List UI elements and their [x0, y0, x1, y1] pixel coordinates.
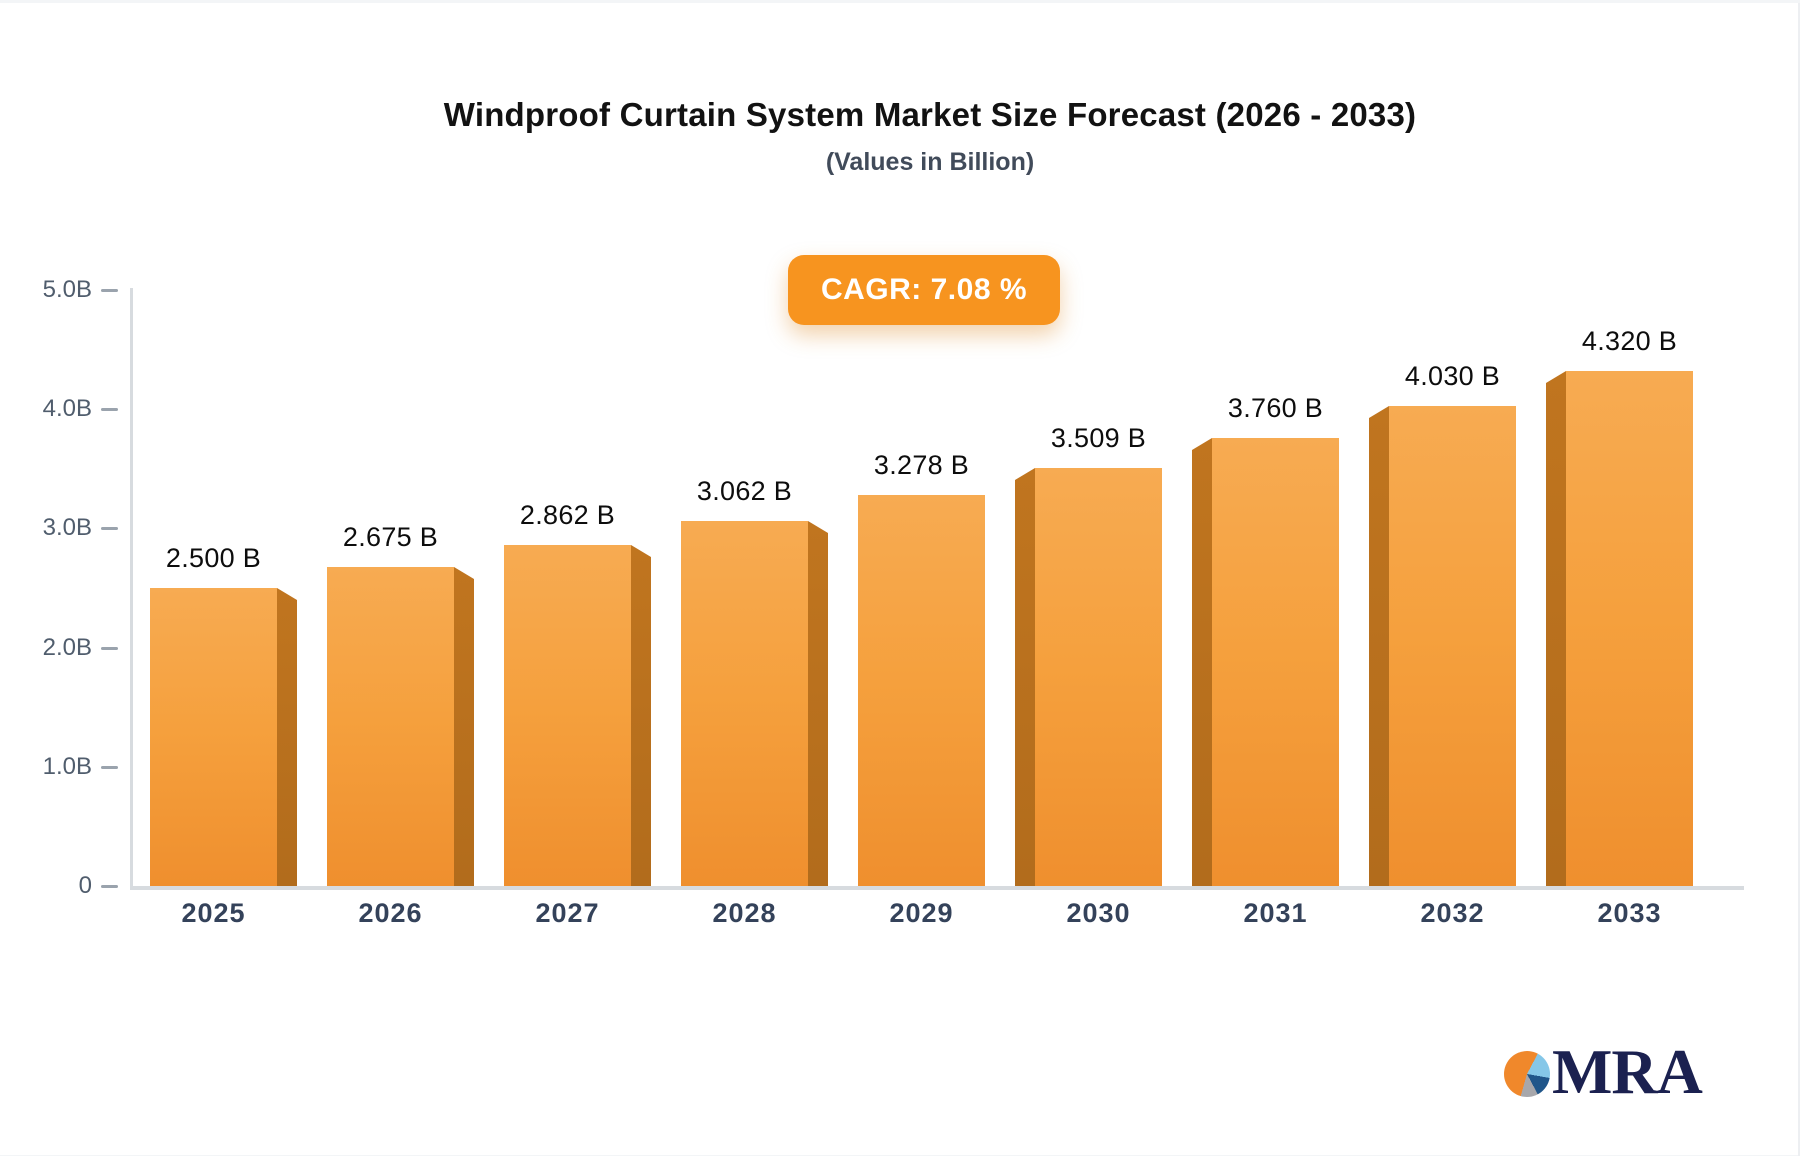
y-tick-label-5.0B: 5.0B — [42, 276, 92, 303]
bar-2025 — [150, 588, 297, 886]
y-tick-1.0B — [101, 765, 118, 769]
bar-2032 — [1369, 406, 1516, 886]
bar-value-label-2025: 2.500 B — [165, 543, 262, 573]
cagr-badge-label: CAGR: 7.08 % — [820, 273, 1028, 306]
bar-value-label-2026: 2.675 B — [342, 522, 439, 552]
bar-side-face — [808, 521, 828, 886]
chart-title: Windproof Curtain System Market Size For… — [443, 96, 1417, 133]
y-tick-4.0B — [101, 408, 118, 412]
bar-value-label-2032: 4.030 B — [1404, 361, 1501, 391]
bar-side-face — [1369, 406, 1389, 886]
bar-front-face — [1389, 406, 1516, 886]
bar-2026 — [327, 567, 474, 886]
bar-2029 — [858, 495, 985, 886]
y-tick-label-4.0B: 4.0B — [42, 395, 92, 423]
x-axis-line — [130, 886, 1744, 890]
cagr-badge: CAGR: 7.08 % — [788, 255, 1060, 325]
bar-value-label-2028: 3.062 B — [696, 476, 793, 506]
bar-2027 — [504, 545, 651, 886]
y-tick-0 — [101, 885, 118, 888]
bar-side-face — [454, 567, 474, 886]
x-axis-label-2025: 2025 — [181, 898, 246, 928]
bar-side-face — [1192, 438, 1212, 886]
y-tick-2.0B — [101, 646, 118, 650]
bar-side-face — [1546, 371, 1566, 886]
bar-side-face — [1015, 468, 1035, 886]
y-tick-3.0B — [101, 527, 118, 531]
x-axis-label-2027: 2027 — [535, 898, 600, 928]
chart-subtitle: (Values in Billion) — [825, 148, 1035, 176]
mra-logo: MRA — [1504, 1036, 1703, 1107]
y-axis-line — [130, 288, 133, 889]
bar-2033 — [1546, 371, 1693, 886]
bar-front-face — [1035, 468, 1162, 886]
bar-front-face — [327, 567, 454, 886]
bar-2030 — [1015, 468, 1162, 886]
x-axis-label-2033: 2033 — [1597, 898, 1662, 928]
x-axis-label-2029: 2029 — [889, 898, 954, 928]
bar-side-face — [631, 545, 651, 886]
bar-value-label-2029: 3.278 B — [873, 450, 970, 480]
x-axis-label-2028: 2028 — [712, 898, 777, 928]
mra-logo-text: MRA — [1552, 1036, 1703, 1107]
y-tick-5.0B — [101, 289, 118, 292]
bar-2031 — [1192, 438, 1339, 886]
y-tick-label-2.0B: 2.0B — [42, 633, 92, 661]
bar-front-face — [858, 495, 985, 886]
x-axis-label-2026: 2026 — [358, 898, 423, 928]
bar-value-label-2031: 3.760 B — [1227, 393, 1324, 423]
bar-value-label-2033: 4.320 B — [1581, 326, 1678, 356]
bar-value-label-2027: 2.862 B — [519, 500, 616, 530]
bar-front-face — [681, 521, 808, 886]
bar-front-face — [504, 545, 631, 886]
bar-front-face — [1212, 438, 1339, 886]
x-axis-label-2032: 2032 — [1420, 898, 1485, 928]
y-tick-label-0: 0 — [78, 872, 92, 899]
bar-2028 — [681, 521, 828, 886]
mra-pie-chart-icon — [1504, 1051, 1550, 1097]
x-axis-label-2031: 2031 — [1243, 898, 1308, 928]
y-tick-label-3.0B: 3.0B — [42, 514, 92, 542]
bar-side-face — [277, 588, 297, 886]
bar-front-face — [1566, 371, 1693, 886]
bar-front-face — [150, 588, 277, 886]
y-tick-label-1.0B: 1.0B — [42, 752, 92, 780]
bar-value-label-2030: 3.509 B — [1050, 423, 1147, 453]
x-axis-label-2030: 2030 — [1066, 898, 1131, 928]
